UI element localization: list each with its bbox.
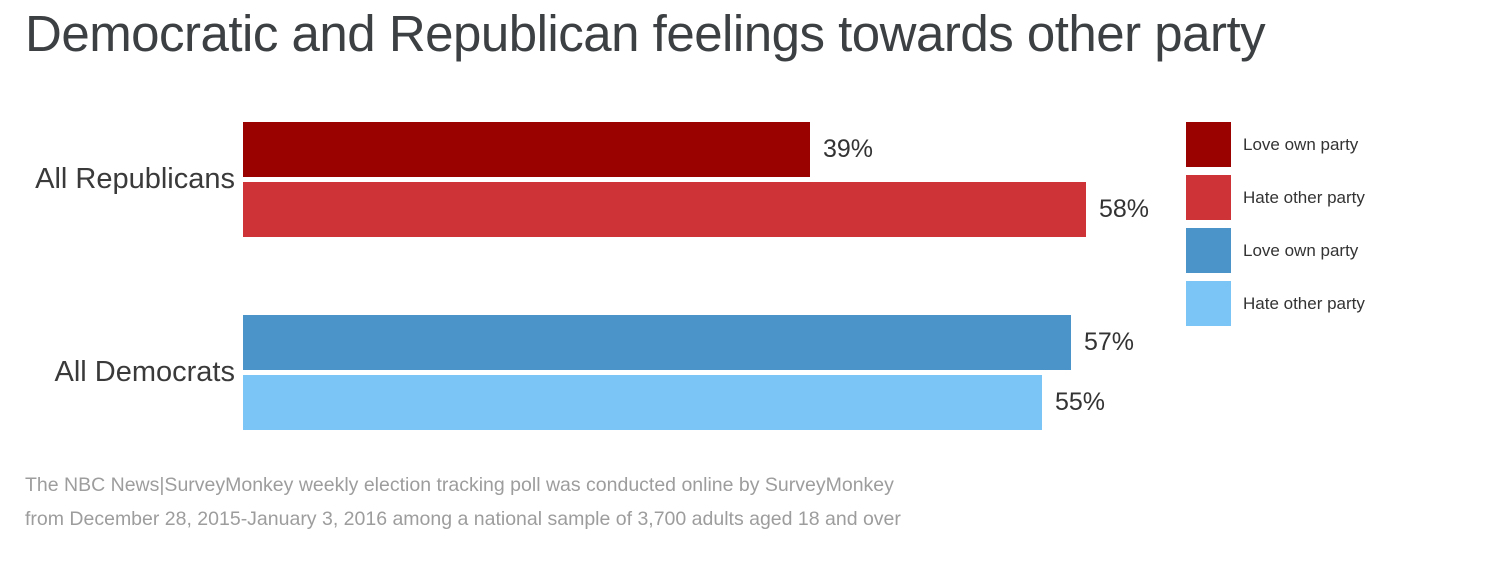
bar-democrats-love-own-party	[243, 315, 1071, 370]
legend-swatch-red	[1186, 175, 1231, 220]
bar-group-democrats: All Democrats 57% 55%	[0, 315, 1500, 430]
legend-label: Hate other party	[1243, 293, 1365, 313]
legend-item-dem-love: Love own party	[1186, 228, 1365, 273]
bar-value-label: 55%	[1055, 388, 1106, 416]
legend-swatch-blue	[1186, 228, 1231, 273]
bar-row: 55%	[243, 375, 1105, 430]
bar-democrats-hate-other-party	[243, 375, 1042, 430]
legend-item-rep-hate: Hate other party	[1186, 175, 1365, 220]
group-label-democrats: All Democrats	[54, 356, 236, 388]
legend-label: Hate other party	[1243, 187, 1365, 207]
legend-swatch-dark-red	[1186, 122, 1231, 167]
legend: Love own party Hate other party Love own…	[1186, 122, 1365, 334]
source-note: The NBC News|SurveyMonkey weekly electio…	[25, 468, 901, 536]
legend-label: Love own party	[1243, 240, 1359, 260]
bar-republicans-love-own-party	[243, 122, 810, 177]
bar-group-republicans: All Republicans 39% 58%	[0, 122, 1500, 237]
bar-row: 58%	[243, 182, 1149, 237]
bar-row: 39%	[243, 122, 873, 177]
legend-swatch-light-blue	[1186, 281, 1231, 326]
bar-republicans-hate-other-party	[243, 182, 1086, 237]
bar-value-label: 57%	[1084, 328, 1135, 356]
chart-title: Democratic and Republican feelings towar…	[25, 5, 1266, 62]
group-label-republicans: All Republicans	[35, 163, 235, 195]
source-note-line1: The NBC News|SurveyMonkey weekly electio…	[25, 474, 894, 496]
bar-value-label: 58%	[1099, 195, 1150, 223]
source-note-line2: from December 28, 2015-January 3, 2016 a…	[25, 508, 901, 530]
legend-label: Love own party	[1243, 134, 1359, 154]
legend-item-dem-hate: Hate other party	[1186, 281, 1365, 326]
legend-item-rep-love: Love own party	[1186, 122, 1365, 167]
bar-value-label: 39%	[823, 135, 874, 163]
bar-row: 57%	[243, 315, 1134, 370]
